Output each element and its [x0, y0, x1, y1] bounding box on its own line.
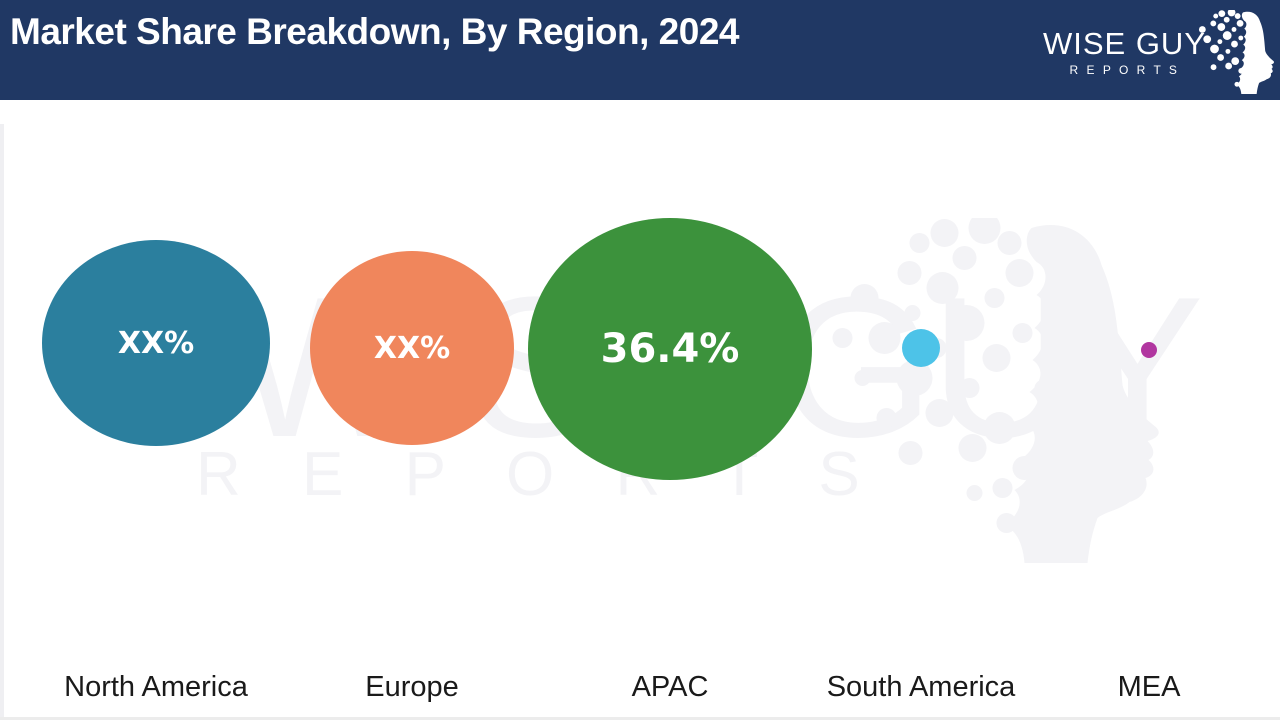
brand-subtitle: R E P O R T S: [1069, 62, 1180, 77]
bubble-apac: 36.4%: [528, 218, 812, 480]
brand-logo: WISE GUY R E P O R T S: [1036, 6, 1276, 98]
category-label-apac: APAC: [631, 671, 709, 703]
head-logo-icon: [1198, 10, 1274, 94]
category-label-europe: Europe: [365, 671, 459, 703]
page-title: Market Share Breakdown, By Region, 2024: [10, 11, 740, 52]
bubble-mea: [1141, 342, 1157, 358]
bubble-value: XX%: [117, 325, 195, 361]
header-bar: Market Share Breakdown, By Region, 2024 …: [0, 0, 1280, 100]
head-watermark-icon: [832, 218, 1159, 563]
bubble-europe: XX%: [310, 251, 514, 445]
watermark-reports: R E P O R T S: [196, 440, 882, 509]
bubble-south-america: [902, 329, 940, 367]
watermark-edge: [0, 124, 4, 717]
brand-logo-text: WISE GUY R E P O R T S: [1043, 28, 1206, 77]
brand-name: WISE GUY: [1042, 25, 1206, 61]
category-label-south-america: South America: [826, 671, 1016, 703]
category-label-mea: MEA: [1117, 671, 1181, 703]
category-label-north-america: North America: [64, 671, 248, 703]
bubble-value: 36.4%: [600, 326, 740, 372]
bubble-north-america: XX%: [42, 240, 270, 446]
bubble-value: XX%: [373, 330, 451, 366]
